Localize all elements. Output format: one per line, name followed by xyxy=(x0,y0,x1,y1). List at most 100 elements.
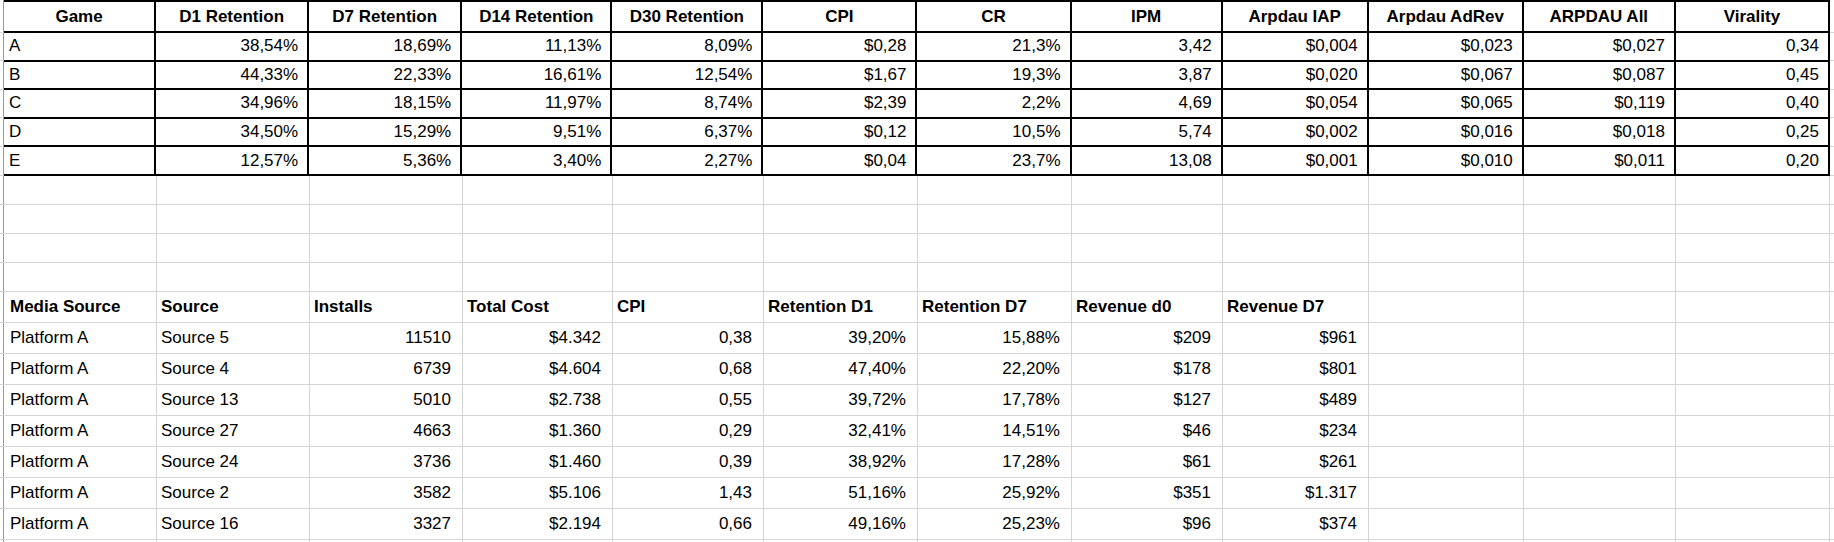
cell[interactable]: 6739 xyxy=(308,353,461,384)
cell[interactable]: $0,28 xyxy=(762,32,916,61)
cell[interactable]: $96 xyxy=(1070,508,1221,539)
cell[interactable]: $1.317 xyxy=(1221,477,1367,508)
cell[interactable]: 10,5% xyxy=(916,118,1070,147)
cell[interactable]: 44,33% xyxy=(155,61,308,90)
cell[interactable]: $0,023 xyxy=(1368,32,1523,61)
cell[interactable]: 23,7% xyxy=(916,146,1070,175)
cell[interactable]: 5,36% xyxy=(308,146,461,175)
cell[interactable]: 0,34 xyxy=(1675,32,1829,61)
cell[interactable]: 8,74% xyxy=(611,89,762,118)
cell[interactable]: $0,011 xyxy=(1523,146,1675,175)
cell[interactable]: $801 xyxy=(1221,353,1367,384)
cell[interactable]: 0,25 xyxy=(1675,118,1829,147)
column-header[interactable]: Retention D7 xyxy=(916,291,1070,322)
cell[interactable]: Source 2 xyxy=(155,477,308,508)
cell[interactable]: 19,3% xyxy=(916,61,1070,90)
column-header[interactable]: D1 Retention xyxy=(155,1,308,32)
cell[interactable]: 0,29 xyxy=(611,415,762,446)
cell[interactable]: 21,3% xyxy=(916,32,1070,61)
cell[interactable]: 3,40% xyxy=(461,146,611,175)
column-header[interactable]: Retention D1 xyxy=(762,291,916,322)
column-header[interactable]: Revenue d0 xyxy=(1070,291,1221,322)
cell[interactable]: 3582 xyxy=(308,477,461,508)
cell[interactable]: 4663 xyxy=(308,415,461,446)
cell[interactable]: 9,51% xyxy=(461,118,611,147)
cell[interactable]: $46 xyxy=(1070,415,1221,446)
cell[interactable]: $209 xyxy=(1070,322,1221,353)
cell[interactable]: 14,51% xyxy=(916,415,1070,446)
cell[interactable]: $0,12 xyxy=(762,118,916,147)
cell[interactable]: 8,09% xyxy=(611,32,762,61)
cell[interactable]: 0,66 xyxy=(611,508,762,539)
cell[interactable]: 0,20 xyxy=(1675,146,1829,175)
cell[interactable]: Source 24 xyxy=(155,446,308,477)
column-header[interactable]: Total Cost xyxy=(461,291,611,322)
cell[interactable]: $351 xyxy=(1070,477,1221,508)
cell[interactable]: Source 4 xyxy=(155,353,308,384)
cell[interactable]: $0,018 xyxy=(1523,118,1675,147)
cell[interactable]: $234 xyxy=(1221,415,1367,446)
cell[interactable]: 0,55 xyxy=(611,384,762,415)
cell[interactable]: Source 5 xyxy=(155,322,308,353)
cell[interactable]: 22,20% xyxy=(916,353,1070,384)
cell[interactable]: 25,92% xyxy=(916,477,1070,508)
cell[interactable]: $2,39 xyxy=(762,89,916,118)
cell[interactable]: $5.106 xyxy=(461,477,611,508)
cell[interactable]: $0,067 xyxy=(1368,61,1523,90)
cell[interactable]: $0,002 xyxy=(1222,118,1368,147)
cell[interactable]: D xyxy=(4,118,155,147)
cell[interactable]: $0,020 xyxy=(1222,61,1368,90)
column-header[interactable]: D7 Retention xyxy=(308,1,461,32)
cell[interactable]: $0,065 xyxy=(1368,89,1523,118)
cell[interactable]: 5010 xyxy=(308,384,461,415)
cell[interactable]: $0,054 xyxy=(1222,89,1368,118)
cell[interactable]: $178 xyxy=(1070,353,1221,384)
column-header[interactable]: IPM xyxy=(1071,1,1222,32)
cell[interactable]: 15,29% xyxy=(308,118,461,147)
cell[interactable]: $0,016 xyxy=(1368,118,1523,147)
cell[interactable]: 1,43 xyxy=(611,477,762,508)
cell[interactable]: 11,13% xyxy=(461,32,611,61)
cell[interactable]: 4,69 xyxy=(1071,89,1222,118)
cell[interactable]: 12,57% xyxy=(155,146,308,175)
column-header[interactable]: Source xyxy=(155,291,308,322)
cell[interactable]: 11510 xyxy=(308,322,461,353)
cell[interactable]: Platform A xyxy=(4,353,155,384)
cell[interactable]: 47,40% xyxy=(762,353,916,384)
column-header[interactable]: Arpdau IAP xyxy=(1222,1,1368,32)
column-header[interactable]: Revenue D7 xyxy=(1221,291,1367,322)
cell[interactable]: $61 xyxy=(1070,446,1221,477)
cell[interactable]: 0,39 xyxy=(611,446,762,477)
column-header[interactable]: D30 Retention xyxy=(611,1,762,32)
cell[interactable]: 32,41% xyxy=(762,415,916,446)
cell[interactable]: $0,004 xyxy=(1222,32,1368,61)
cell[interactable]: 17,28% xyxy=(916,446,1070,477)
column-header[interactable]: Installs xyxy=(308,291,461,322)
cell[interactable]: E xyxy=(4,146,155,175)
column-header[interactable]: CPI xyxy=(762,1,916,32)
cell[interactable]: 0,40 xyxy=(1675,89,1829,118)
cell[interactable]: Platform A xyxy=(4,384,155,415)
cell[interactable]: 3,87 xyxy=(1071,61,1222,90)
column-header[interactable]: ARPDAU All xyxy=(1523,1,1675,32)
cell[interactable]: $489 xyxy=(1221,384,1367,415)
cell[interactable]: 2,27% xyxy=(611,146,762,175)
cell[interactable]: 38,54% xyxy=(155,32,308,61)
cell[interactable]: B xyxy=(4,61,155,90)
cell[interactable]: 18,15% xyxy=(308,89,461,118)
cell[interactable]: $0,119 xyxy=(1523,89,1675,118)
cell[interactable]: $961 xyxy=(1221,322,1367,353)
cell[interactable]: $4.604 xyxy=(461,353,611,384)
cell[interactable]: 22,33% xyxy=(308,61,461,90)
cell[interactable]: $0,001 xyxy=(1222,146,1368,175)
cell[interactable]: 3,42 xyxy=(1071,32,1222,61)
column-header[interactable]: D14 Retention xyxy=(461,1,611,32)
cell[interactable]: 3736 xyxy=(308,446,461,477)
cell[interactable]: 15,88% xyxy=(916,322,1070,353)
cell[interactable]: 6,37% xyxy=(611,118,762,147)
cell[interactable]: 39,20% xyxy=(762,322,916,353)
cell[interactable]: Platform A xyxy=(4,508,155,539)
column-header[interactable]: Media Source xyxy=(4,291,155,322)
cell[interactable]: 34,96% xyxy=(155,89,308,118)
cell[interactable]: 38,92% xyxy=(762,446,916,477)
